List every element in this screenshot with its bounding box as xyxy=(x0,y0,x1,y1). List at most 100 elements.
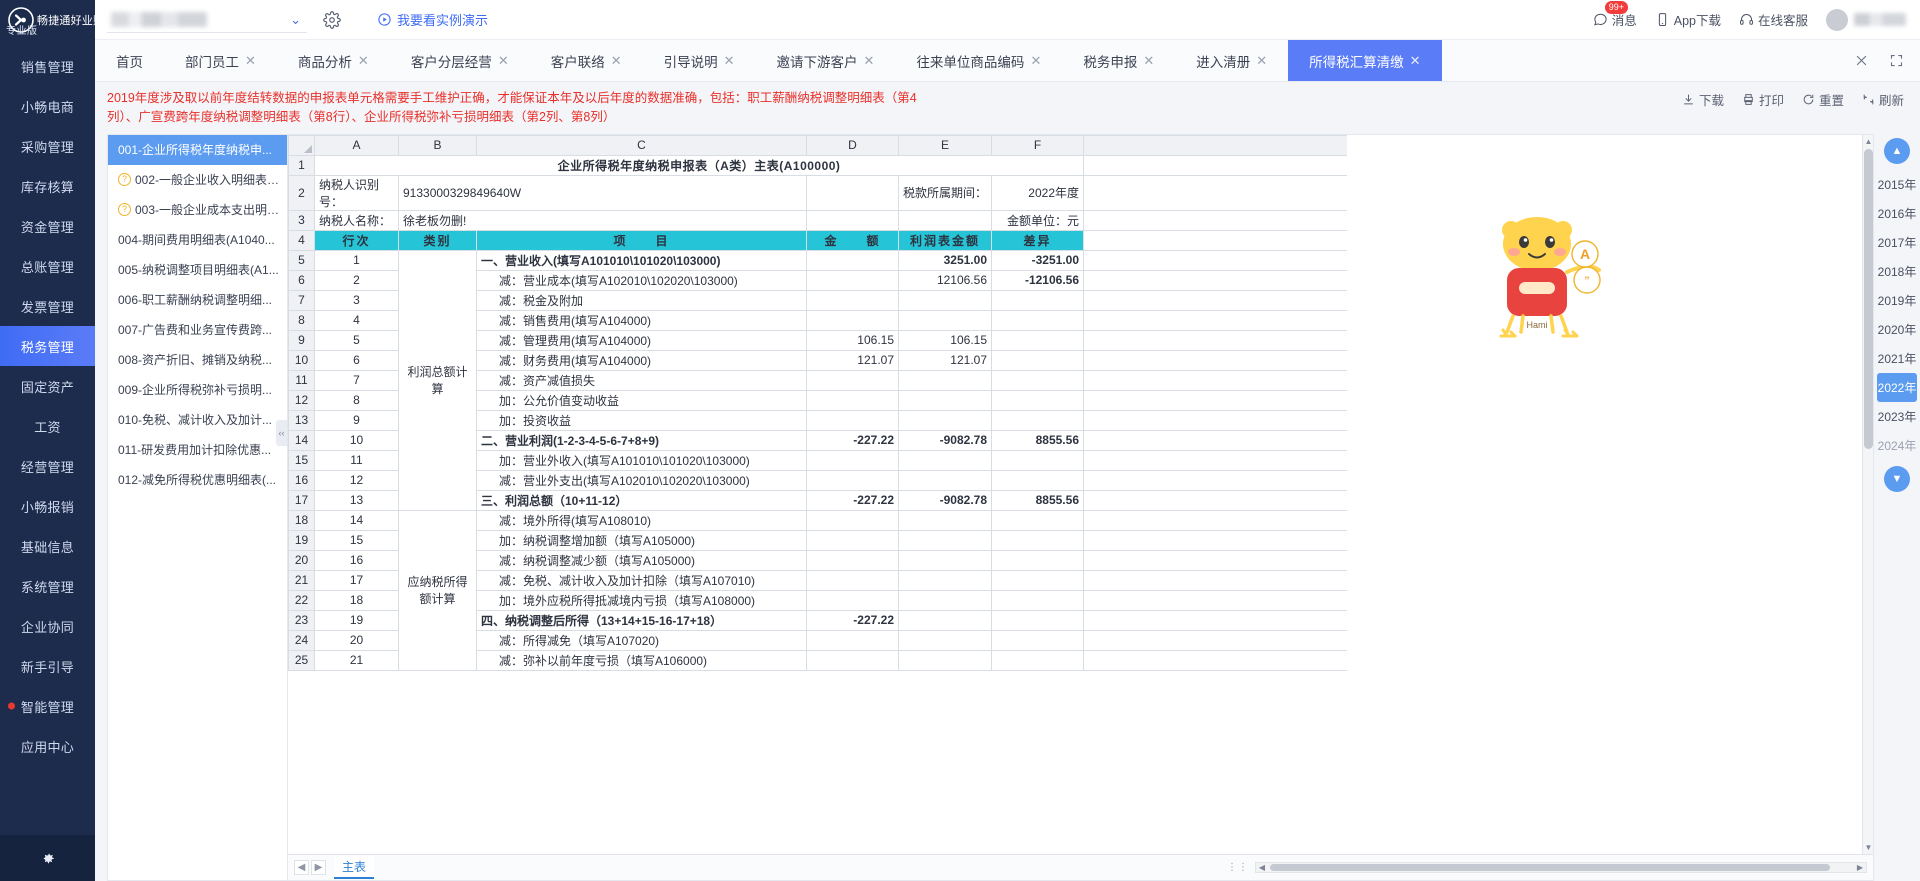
hscrollbar-thumb[interactable] xyxy=(1270,864,1830,871)
refresh-button[interactable]: 刷新 xyxy=(1862,90,1904,109)
year-option-2[interactable]: 2017年 xyxy=(1877,235,1917,250)
cell-profit[interactable] xyxy=(898,549,992,571)
cell-line-number[interactable]: 11 xyxy=(314,449,399,471)
demo-video-link[interactable]: 我要看实例演示 xyxy=(377,10,488,29)
chevron-left-icon[interactable]: ◀ xyxy=(294,860,309,875)
tab-close-icon[interactable]: ✕ xyxy=(1409,53,1421,68)
cell-diff[interactable]: 8855.56 xyxy=(991,429,1084,451)
year-option-8[interactable]: 2023年 xyxy=(1877,409,1917,424)
sidebar-item-0[interactable]: 销售管理 xyxy=(0,46,95,86)
cell-line-number[interactable]: 20 xyxy=(314,629,399,651)
sidebar-item-2[interactable]: 采购管理 xyxy=(0,126,95,166)
cell-profit[interactable] xyxy=(898,589,992,611)
tab-close-icon[interactable]: ✕ xyxy=(863,53,875,68)
cell-item[interactable]: 减：所得减免（填写A107020) xyxy=(476,629,807,651)
cell-amount[interactable]: 121.07 xyxy=(806,349,899,371)
cell-amount[interactable]: -227.22 xyxy=(806,429,899,451)
tab-8[interactable]: 税务申报 ✕ xyxy=(1062,40,1175,81)
cell-diff[interactable]: -12106.56 xyxy=(991,269,1084,291)
row-header-9[interactable]: 9 xyxy=(288,329,315,351)
tab-close-icon[interactable]: ✕ xyxy=(357,53,369,68)
year-option-9[interactable]: 2024年 xyxy=(1877,438,1917,453)
cell-amount[interactable] xyxy=(806,269,899,291)
cell-line-number[interactable]: 10 xyxy=(314,429,399,451)
cell-amount[interactable] xyxy=(806,509,899,531)
cell-profit[interactable] xyxy=(898,569,992,591)
cell-line-number[interactable]: 8 xyxy=(314,389,399,411)
tab-7[interactable]: 往来单位商品编码 ✕ xyxy=(895,40,1062,81)
cell-item[interactable]: 加：公允价值变动收益 xyxy=(476,389,807,411)
column-header-E[interactable]: E xyxy=(898,134,992,156)
cell-diff[interactable] xyxy=(991,369,1084,391)
sidebar-item-12[interactable]: 基础信息 xyxy=(0,526,95,566)
column-header-B[interactable]: B xyxy=(398,134,477,156)
cell-profit[interactable] xyxy=(898,309,992,331)
cell-profit[interactable]: 121.07 xyxy=(898,349,992,371)
chevron-right-icon[interactable]: ▶ xyxy=(311,860,326,875)
table-header-3[interactable]: 金 额 xyxy=(806,229,899,251)
close-icon[interactable] xyxy=(1854,53,1869,68)
horizontal-scrollbar[interactable]: ◀ ▶ xyxy=(1255,862,1867,873)
sidebar-item-3[interactable]: 库存核算 xyxy=(0,166,95,206)
cell-diff[interactable] xyxy=(991,649,1084,671)
report-list-item-7[interactable]: 008-资产折旧、摊销及纳税... xyxy=(108,345,287,375)
row-header-24[interactable]: 24 xyxy=(288,629,315,651)
tab-close-icon[interactable]: ✕ xyxy=(1030,53,1042,68)
sidebar-item-13[interactable]: 系统管理 xyxy=(0,566,95,606)
organization-selector[interactable]: ⌄ xyxy=(107,7,307,33)
cell-profit[interactable]: -9082.78 xyxy=(898,489,992,511)
year-option-6[interactable]: 2021年 xyxy=(1877,351,1917,366)
hscroll-left-icon[interactable]: ◀ xyxy=(1258,863,1266,872)
cell-line-number[interactable]: 18 xyxy=(314,589,399,611)
row-header-10[interactable]: 10 xyxy=(288,349,315,371)
taxpayer-id-value[interactable]: 9133000329849640W xyxy=(398,174,807,211)
row-header-20[interactable]: 20 xyxy=(288,549,315,571)
cell-diff[interactable] xyxy=(991,409,1084,431)
user-account[interactable] xyxy=(1826,8,1906,31)
app-download-button[interactable]: App下载 xyxy=(1655,10,1721,29)
cell-item[interactable]: 减：境外所得(填写A108010) xyxy=(476,509,807,531)
cell-amount[interactable] xyxy=(806,529,899,551)
scroll-down-icon[interactable]: ▼ xyxy=(1864,843,1873,852)
cell-amount[interactable]: 106.15 xyxy=(806,329,899,351)
cell-profit[interactable] xyxy=(898,469,992,491)
row-header-14[interactable]: 14 xyxy=(288,429,315,451)
cell-line-number[interactable]: 2 xyxy=(314,269,399,291)
cell-line-number[interactable]: 9 xyxy=(314,409,399,431)
cell-diff[interactable] xyxy=(991,329,1084,351)
cell-amount[interactable] xyxy=(806,649,899,671)
sidebar-item-5[interactable]: 总账管理 xyxy=(0,246,95,286)
cell-profit[interactable] xyxy=(898,509,992,531)
report-list-item-0[interactable]: 001-企业所得税年度纳税申... xyxy=(108,134,287,165)
sidebar-item-4[interactable]: 资金管理 xyxy=(0,206,95,246)
cell-profit[interactable] xyxy=(898,609,992,631)
year-option-4[interactable]: 2019年 xyxy=(1877,293,1917,308)
cell-item[interactable]: 三、利润总额（10+11-12） xyxy=(476,489,807,511)
cell-diff[interactable] xyxy=(991,289,1084,311)
cell-amount[interactable]: -227.22 xyxy=(806,609,899,631)
table-header-1[interactable]: 类别 xyxy=(398,229,477,251)
sidebar-item-10[interactable]: 经营管理 xyxy=(0,446,95,486)
cell-amount[interactable] xyxy=(806,309,899,331)
cell-item[interactable]: 减：财务费用(填写A104000) xyxy=(476,349,807,371)
unit-label[interactable]: 金额单位：元 xyxy=(991,209,1084,231)
report-title[interactable]: 企业所得税年度纳税申报表（A类）主表(A100000) xyxy=(314,154,1084,176)
tab-6[interactable]: 邀请下游客户 ✕ xyxy=(756,40,896,81)
tab-close-icon[interactable]: ✕ xyxy=(1256,53,1268,68)
scroll-up-icon[interactable]: ▲ xyxy=(1864,136,1873,146)
cell-profit[interactable]: -9082.78 xyxy=(898,429,992,451)
cell-item[interactable]: 减：营业成本(填写A102010\102020\103000) xyxy=(476,269,807,291)
cell-category-profit[interactable]: 利润总额计算 xyxy=(398,249,477,511)
cell-item[interactable]: 减：纳税调整减少额（填写A105000) xyxy=(476,549,807,571)
row-header-11[interactable]: 11 xyxy=(288,369,315,391)
cell-diff[interactable] xyxy=(991,629,1084,651)
cell-item[interactable]: 减：资产减值损失 xyxy=(476,369,807,391)
report-list-item-11[interactable]: 012-减免所得税优惠明细表(... xyxy=(108,465,287,495)
cell-diff[interactable] xyxy=(991,529,1084,551)
report-list-item-4[interactable]: 005-纳税调整项目明细表(A1... xyxy=(108,255,287,285)
cell-diff[interactable] xyxy=(991,509,1084,531)
cell-diff[interactable] xyxy=(991,609,1084,631)
sidebar-item-17[interactable]: 应用中心 xyxy=(0,726,95,766)
taxpayer-id-label[interactable]: 纳税人识别号： xyxy=(314,174,399,211)
